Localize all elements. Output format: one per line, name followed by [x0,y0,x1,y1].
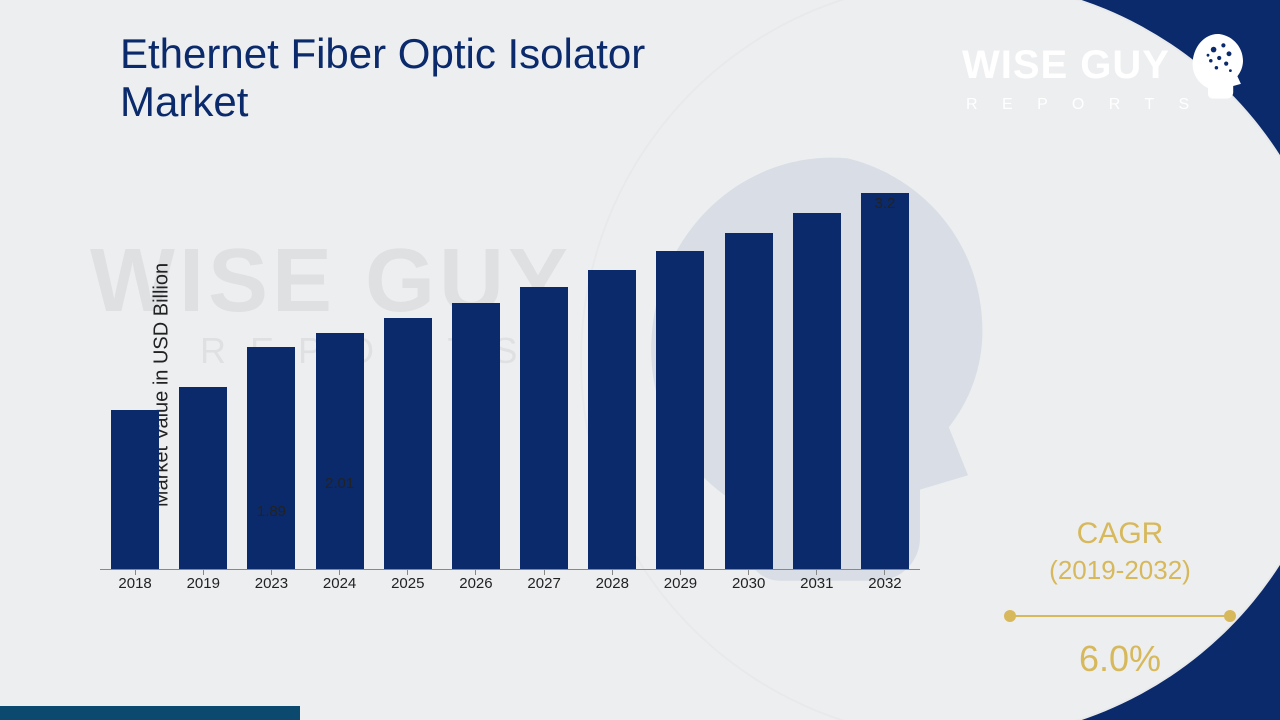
x-tick-label: 2030 [724,575,774,592]
x-tick-label: 2026 [451,575,501,592]
x-tick-label: 2028 [587,575,637,592]
bar-slot [178,387,228,569]
bar [656,251,704,569]
bar-value-label: 1.89 [246,503,296,520]
x-tick-label: 2032 [860,575,910,592]
chart-title: Ethernet Fiber Optic Isolator Market [120,30,740,127]
bars-container: 1.89 2.01 3.2 [100,170,920,569]
bar [247,347,295,569]
bar-value-label: 3.2 [860,195,910,212]
logo-head-icon [1180,30,1250,100]
logo-text-main: WISE GUY [962,43,1170,88]
bar-value-label: 2.01 [315,475,365,492]
x-tick-label: 2019 [178,575,228,592]
x-tick-label: 2027 [519,575,569,592]
bar [588,270,636,569]
bar-slot [451,303,501,569]
bar-slot: 2.01 [315,333,365,569]
bar-chart: Market Value in USD Billion 1.892.013.2 … [60,170,940,600]
plot-area: 1.89 2.01 3.2 [100,170,920,570]
bar-slot [519,287,569,569]
bar-slot: 3.2 [860,193,910,569]
bar-slot [383,318,433,569]
x-tick-label: 2025 [383,575,433,592]
bar-slot [655,251,705,569]
bar-slot [587,270,637,569]
bar [725,233,773,569]
bar-slot [792,213,842,569]
brand-logo: WISE GUY R E P O R T S [962,30,1250,114]
bar-slot: 1.89 [246,347,296,569]
bar-slot [724,233,774,569]
cagr-separator [1000,604,1240,628]
bar [520,287,568,569]
cagr-block: CAGR (2019-2032) 6.0% [1000,517,1240,680]
x-tick-label: 2029 [655,575,705,592]
bar [793,213,841,569]
x-tick-label: 2018 [110,575,160,592]
bar [179,387,227,569]
dot-icon [1004,610,1016,622]
x-tick-label: 2024 [315,575,365,592]
dot-icon [1224,610,1236,622]
cagr-label: CAGR [1000,517,1240,551]
bar [316,333,364,569]
bar [111,410,159,569]
x-tick-label: 2031 [792,575,842,592]
bar [384,318,432,569]
bar [452,303,500,569]
bottom-accent-strip [0,706,300,720]
x-axis-labels: 2018 2019 2023 2024 2025 2026 2027 2028 2029 2030… [100,575,920,592]
report-graphic: WISE GUY REPORTS Ethernet Fiber Optic Is… [0,0,1280,720]
bar [861,193,909,569]
cagr-range: (2019-2032) [1000,555,1240,586]
x-tick-label: 2023 [246,575,296,592]
cagr-value: 6.0% [1000,638,1240,680]
bar-slot [110,410,160,569]
